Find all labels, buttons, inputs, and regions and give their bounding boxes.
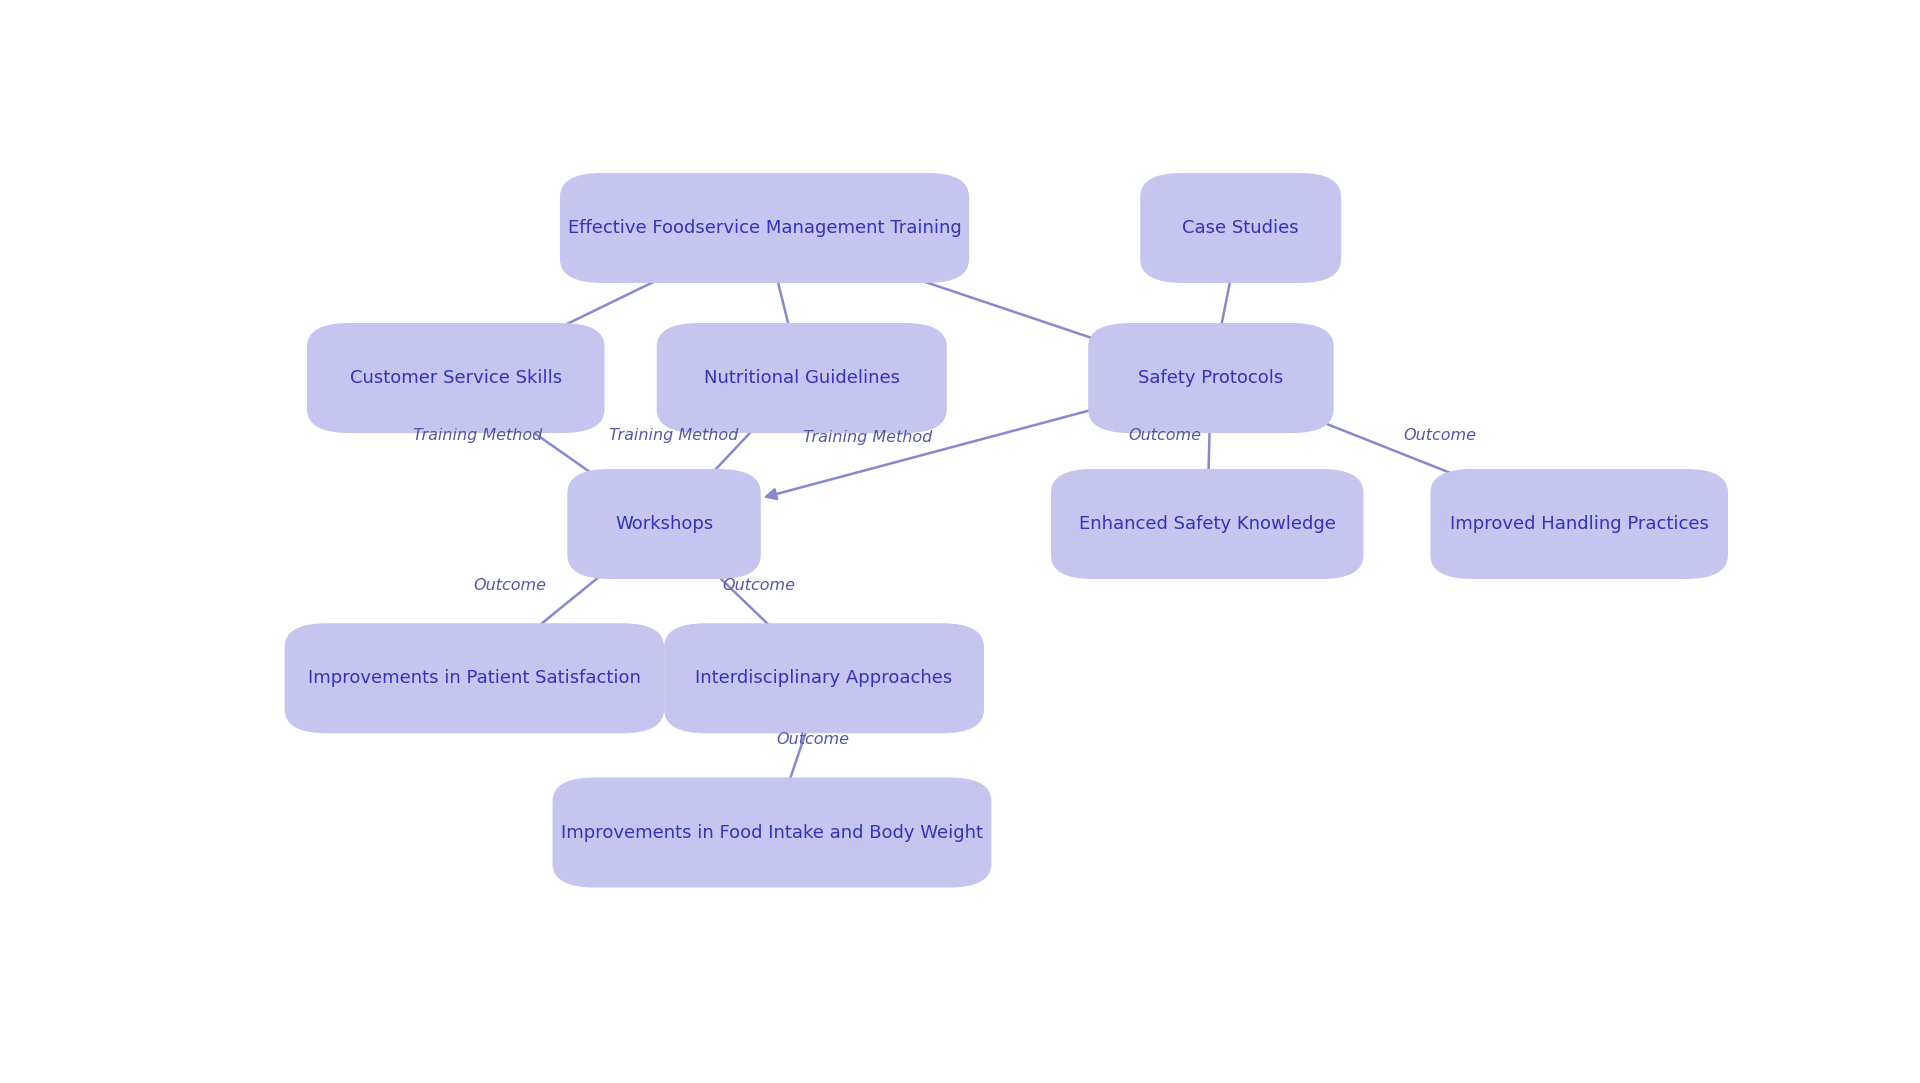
FancyBboxPatch shape [657,323,947,433]
Text: Outcome: Outcome [722,577,795,592]
Text: Outcome: Outcome [1404,428,1476,443]
FancyBboxPatch shape [664,623,983,733]
FancyBboxPatch shape [284,623,664,733]
Text: Training Method: Training Method [413,428,543,443]
Text: Nutritional Guidelines: Nutritional Guidelines [705,369,900,387]
FancyBboxPatch shape [553,778,991,888]
Text: Effective Foodservice Management Training: Effective Foodservice Management Trainin… [568,219,962,237]
FancyBboxPatch shape [1050,469,1363,579]
Text: Case Studies: Case Studies [1183,219,1300,237]
Text: Enhanced Safety Knowledge: Enhanced Safety Knowledge [1079,516,1336,533]
Text: Improved Handling Practices: Improved Handling Practices [1450,516,1709,533]
Text: Outcome: Outcome [776,732,849,747]
FancyBboxPatch shape [1140,173,1340,283]
Text: Safety Protocols: Safety Protocols [1139,369,1284,387]
Text: Training Method: Training Method [609,428,737,443]
Text: Workshops: Workshops [614,516,712,533]
Text: Outcome: Outcome [472,577,545,592]
FancyBboxPatch shape [1089,323,1334,433]
Text: Improvements in Food Intake and Body Weight: Improvements in Food Intake and Body Wei… [561,823,983,841]
Text: Outcome: Outcome [1127,428,1200,443]
FancyBboxPatch shape [568,469,760,579]
Text: Training Method: Training Method [803,430,933,445]
Text: Customer Service Skills: Customer Service Skills [349,369,563,387]
Text: Interdisciplinary Approaches: Interdisciplinary Approaches [695,669,952,688]
Text: Improvements in Patient Satisfaction: Improvements in Patient Satisfaction [307,669,641,688]
FancyBboxPatch shape [1430,469,1728,579]
FancyBboxPatch shape [561,173,970,283]
FancyBboxPatch shape [307,323,605,433]
